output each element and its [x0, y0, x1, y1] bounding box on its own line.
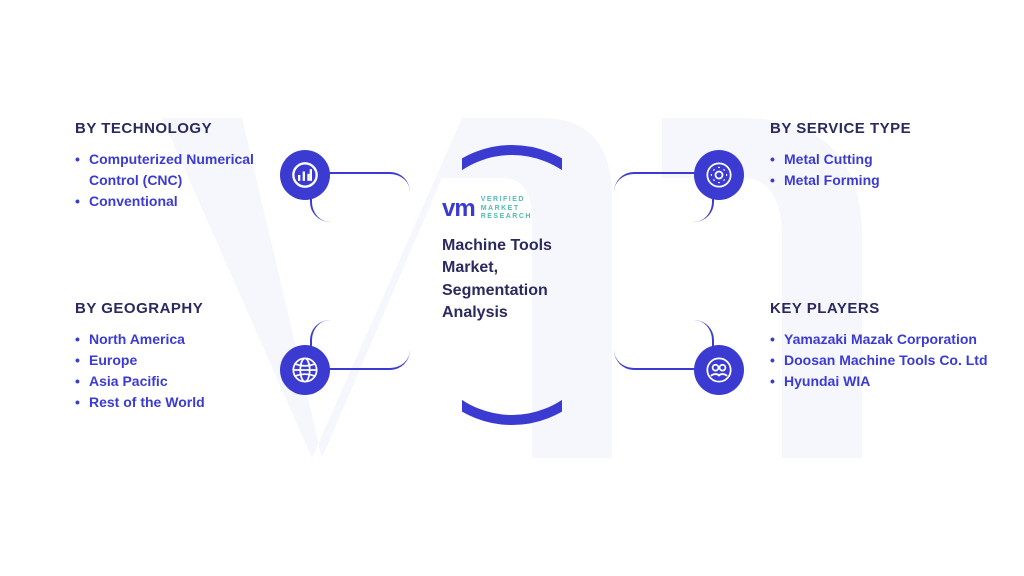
list-item: Yamazaki Mazak Corporation — [770, 329, 990, 350]
section-title: BY TECHNOLOGY — [75, 120, 295, 137]
gear-icon — [694, 150, 744, 200]
center-title: Machine Tools Market, Segmentation Analy… — [442, 235, 592, 325]
list-item: Metal Cutting — [770, 149, 990, 170]
section-list: Yamazaki Mazak Corporation Doosan Machin… — [770, 329, 990, 392]
list-item: Computerized Numerical Control (CNC) — [75, 149, 295, 191]
section-title: BY GEOGRAPHY — [75, 300, 295, 317]
list-item: Doosan Machine Tools Co. Ltd — [770, 350, 990, 371]
section-technology: BY TECHNOLOGY Computerized Numerical Con… — [75, 120, 295, 212]
section-list: Computerized Numerical Control (CNC) Con… — [75, 149, 295, 212]
section-key-players: KEY PLAYERS Yamazaki Mazak Corporation D… — [770, 300, 990, 392]
list-item: Conventional — [75, 191, 295, 212]
section-list: Metal Cutting Metal Forming — [770, 149, 990, 191]
section-geography: BY GEOGRAPHY North America Europe Asia P… — [75, 300, 295, 413]
list-item: Rest of the World — [75, 392, 295, 413]
list-item: Metal Forming — [770, 170, 990, 191]
center-hub: vm VERIFIED MARKET RESEARCH Machine Tool… — [412, 145, 612, 405]
section-title: BY SERVICE TYPE — [770, 120, 990, 137]
section-list: North America Europe Asia Pacific Rest o… — [75, 329, 295, 413]
logo-text: VERIFIED MARKET RESEARCH — [481, 196, 532, 221]
list-item: Hyundai WIA — [770, 371, 990, 392]
list-item: Asia Pacific — [75, 371, 295, 392]
people-icon — [694, 345, 744, 395]
list-item: Europe — [75, 350, 295, 371]
logo-mark: vm — [442, 195, 475, 223]
section-service-type: BY SERVICE TYPE Metal Cutting Metal Form… — [770, 120, 990, 191]
list-item: North America — [75, 329, 295, 350]
section-title: KEY PLAYERS — [770, 300, 990, 317]
logo: vm VERIFIED MARKET RESEARCH — [442, 195, 592, 223]
